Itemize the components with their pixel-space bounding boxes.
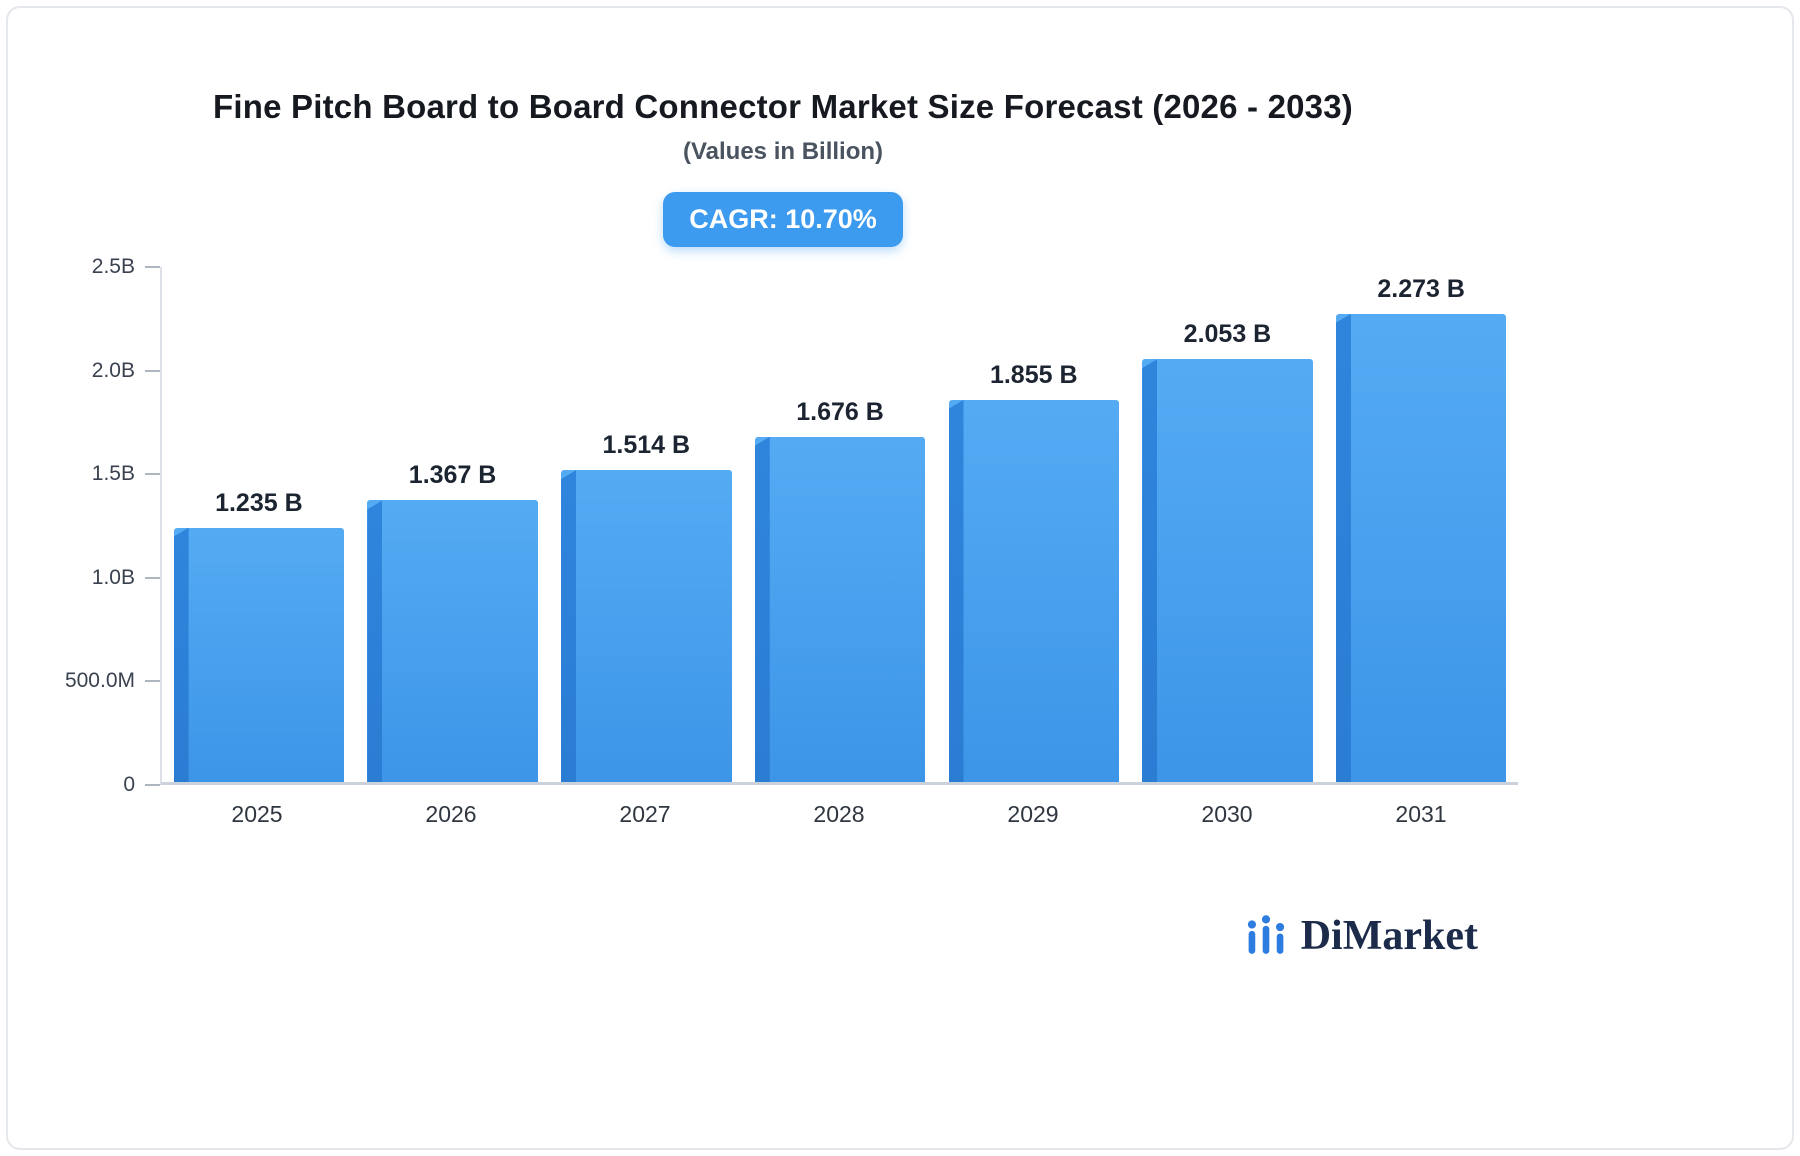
branding: DiMarket [48, 912, 1478, 960]
x-axis: 2025 2026 2027 2028 2029 2030 2031 [160, 785, 1518, 828]
x-axis-label: 2031 [1395, 801, 1447, 827]
chart-subtitle: (Values in Billion) [682, 138, 884, 165]
y-tick-mark [145, 680, 160, 683]
bar-value-label: 1.855 B [989, 360, 1078, 389]
bar-value-label: 2.053 B [1183, 320, 1272, 349]
bar-2028[interactable] [754, 436, 926, 782]
bar-2026[interactable] [367, 500, 538, 782]
y-tick: 2.5B [92, 255, 160, 279]
bar-2027[interactable] [561, 470, 732, 782]
bar-value-label: 1.676 B [796, 397, 884, 426]
dimarket-logo-icon [1243, 913, 1289, 959]
y-tick-label: 2.0B [91, 358, 135, 382]
bar-value-label: 1.514 B [602, 431, 691, 460]
y-tick-label: 2.5B [91, 255, 135, 278]
bar-2031[interactable] [1335, 313, 1507, 782]
chart-card: Fine Pitch Board to Board Connector Mark… [6, 6, 1794, 1150]
y-tick: 2.0B [92, 359, 160, 383]
cagr-badge: CAGR: 10.70% [663, 192, 903, 247]
plot-area: 1.235 B 1.367 B 1.514 B 1.676 B 1.855 B 2.053… [160, 267, 1518, 785]
y-tick-mark [145, 473, 160, 476]
y-tick: 500.0M [65, 669, 160, 693]
chart-area: 0 500.0M 1.0B 1.5B 2.0B 2.5B 1.235 B 1.367 B 1.… [48, 255, 1518, 796]
y-tick-label: 1.5B [91, 462, 135, 486]
x-axis-label: 2028 [813, 801, 865, 827]
bar-group: 1.514 B [549, 267, 743, 782]
y-tick-label: 500.0M [64, 669, 135, 693]
x-axis-label: 2029 [1007, 801, 1059, 827]
chart-title: Fine Pitch Board to Board Connector Mark… [213, 88, 1353, 125]
bar-group: 2.273 B [1324, 267, 1518, 782]
bar-value-label: 2.273 B [1377, 274, 1465, 303]
bar-2025[interactable] [173, 527, 345, 782]
y-tick-mark [145, 369, 160, 372]
bar-value-label: 1.367 B [408, 461, 497, 490]
bar-group: 1.855 B [937, 267, 1131, 782]
bar-2029[interactable] [948, 399, 1119, 782]
bar-2030[interactable] [1142, 359, 1313, 782]
y-tick: 1.5B [92, 462, 160, 486]
x-axis-label: 2030 [1201, 801, 1253, 827]
bar-group: 2.053 B [1131, 267, 1325, 782]
y-axis: 0 500.0M 1.0B 1.5B 2.0B 2.5B [48, 255, 160, 796]
y-tick-label: 1.0B [91, 565, 135, 589]
y-tick-mark [145, 266, 160, 268]
dimarket-logo-text: DiMarket [1300, 913, 1478, 959]
x-axis-label: 2026 [425, 801, 477, 827]
y-tick-mark [145, 576, 160, 579]
bar-group: 1.676 B [743, 267, 937, 782]
x-axis-label: 2025 [231, 801, 283, 827]
y-tick-label: 0 [123, 773, 135, 796]
chart-header: Fine Pitch Board to Board Connector Mark… [48, 88, 1518, 247]
x-axis-label: 2027 [619, 801, 671, 827]
y-tick: 1.0B [92, 566, 160, 590]
bar-group: 1.235 B [162, 267, 356, 782]
y-tick-mark [145, 784, 160, 786]
bar-value-label: 1.235 B [215, 488, 303, 517]
bar-group: 1.367 B [356, 267, 550, 782]
y-tick: 0 [123, 773, 160, 797]
